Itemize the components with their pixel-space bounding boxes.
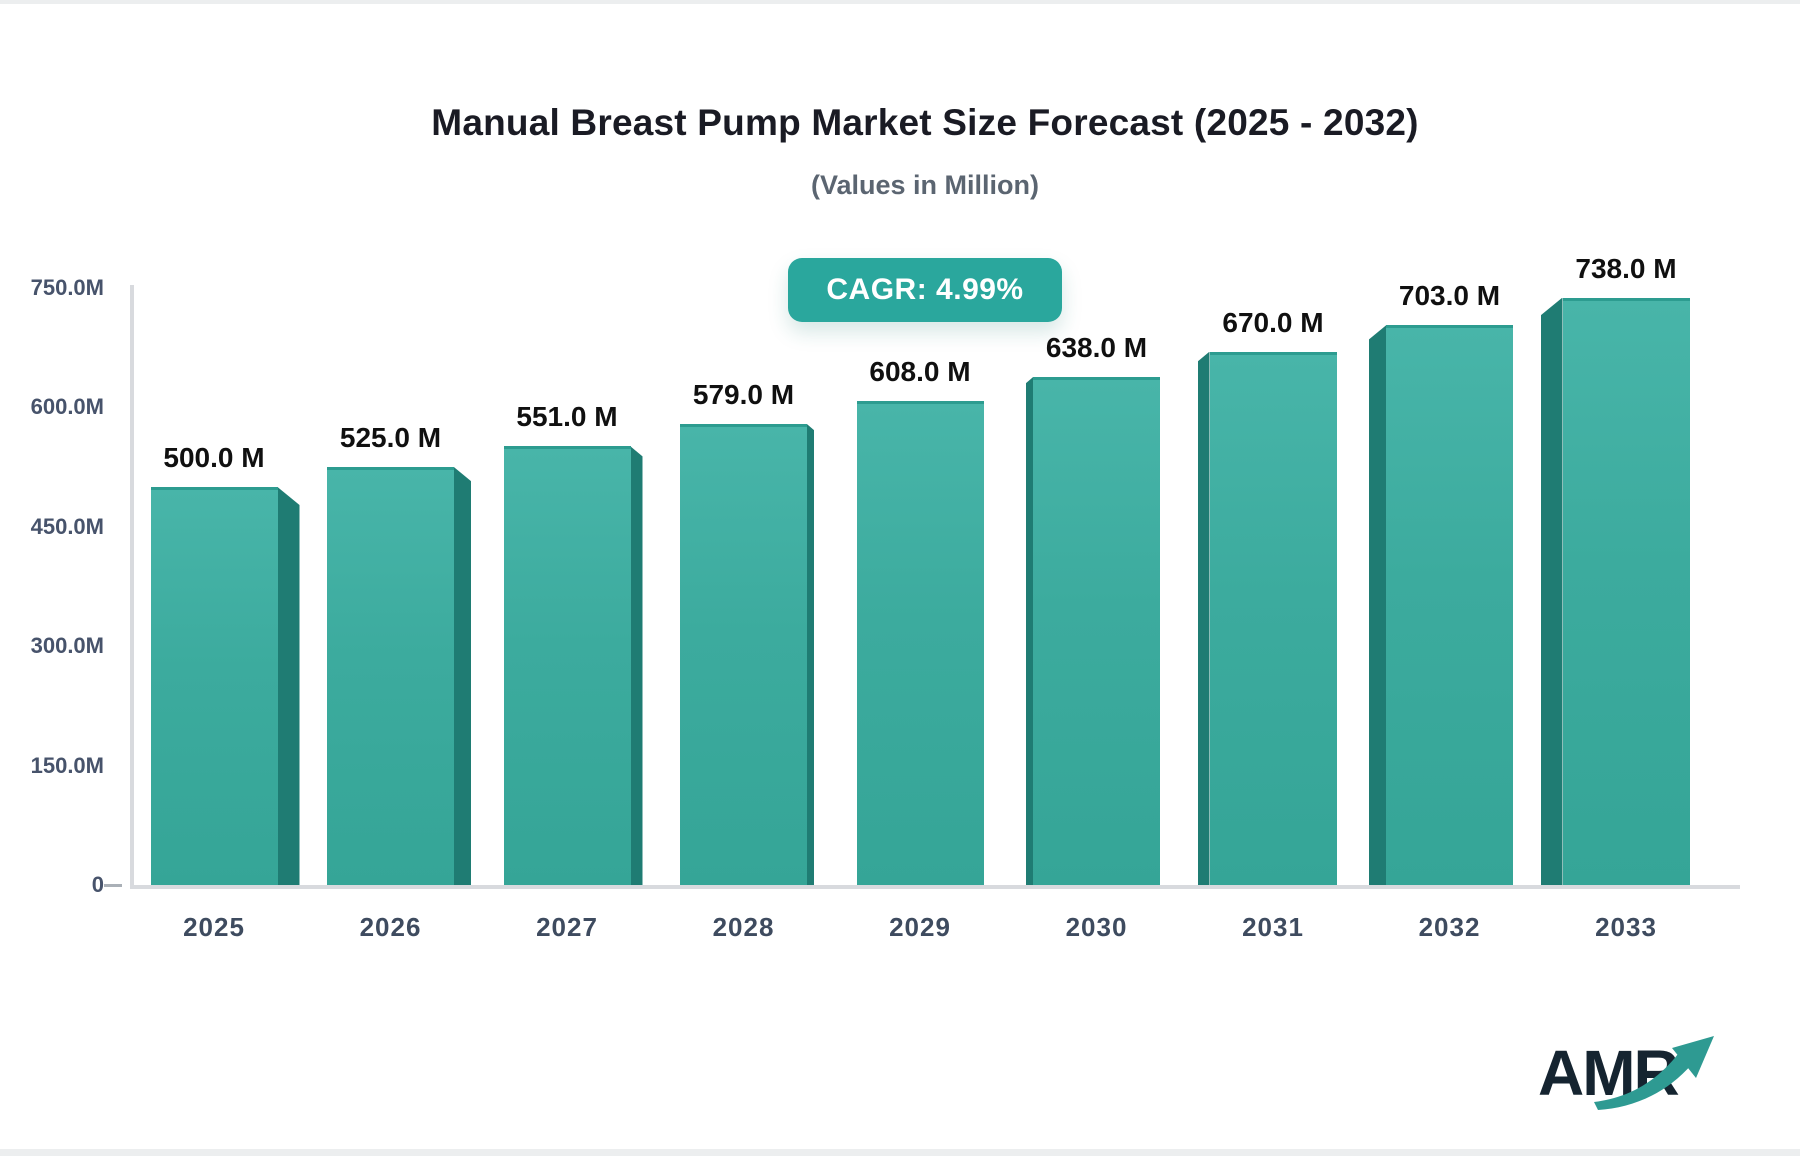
bar-face [1033,377,1160,885]
x-axis-label: 2027 [536,912,598,942]
bar-side [1369,325,1386,885]
y-axis-label: 300.0M [30,633,104,659]
x-axis-label: 2029 [889,912,951,942]
bar-value-label: 638.0 M [1045,332,1148,364]
bar-face [680,424,807,885]
cagr-badge: CAGR: 4.99% [788,258,1062,322]
amr-logo-text: AMR [1538,1037,1680,1109]
bar-side [454,467,471,885]
bar-value-label: 738.0 M [1575,252,1677,284]
chart-subtitle: (Values in Million) [810,170,1040,200]
y-axis-label: 750.0M [30,275,104,300]
bar-side [630,446,643,885]
x-axis-label: 2031 [1242,912,1304,942]
cagr-badge-label: CAGR: 4.99% [826,273,1024,306]
bar-side [277,487,300,885]
x-axis-label: 2025 [183,912,245,942]
bar-value-label: 703.0 M [1398,280,1501,312]
amr-logo: AMR [1538,1022,1728,1122]
bar-side [1540,297,1563,885]
bar-value-label: 608.0 M [869,356,971,388]
bar-face [503,446,631,885]
bar-side [807,424,814,885]
x-axis-line [130,885,1740,889]
bar-face [327,467,454,885]
chart-title: Manual Breast Pump Market Size Forecast … [431,102,1419,143]
x-axis-label: 2026 [359,912,422,942]
bar-value-label: 500.0 M [163,442,265,473]
bar-value-label: 579.0 M [692,379,795,411]
x-axis-label: 2030 [1065,912,1128,942]
bar-value-label: 670.0 M [1222,306,1324,338]
bar-value-label: 525.0 M [339,422,442,454]
top-border [0,0,1800,4]
bar-face [856,401,984,885]
x-axis-label: 2032 [1418,912,1481,942]
bottom-border [0,1149,1800,1156]
y-axis-line [130,285,134,889]
bar-face [150,487,278,885]
logo-arrow-icon [1594,1036,1714,1110]
y-axis-label: 450.0M [30,513,104,539]
y-axis-label: 150.0M [30,752,104,778]
bar-face [1386,325,1513,885]
bar-face [1209,351,1337,885]
bar-value-label: 551.0 M [516,401,618,433]
bar-side [1026,377,1033,885]
zero-tick-dash [104,884,122,887]
y-axis-label: 600.0M [30,394,104,420]
bar-side [1197,351,1210,885]
bar-face [1562,297,1690,885]
x-axis-label: 2028 [712,912,775,942]
x-axis-label: 2033 [1595,912,1657,942]
y-axis-label: 0 [91,872,104,897]
